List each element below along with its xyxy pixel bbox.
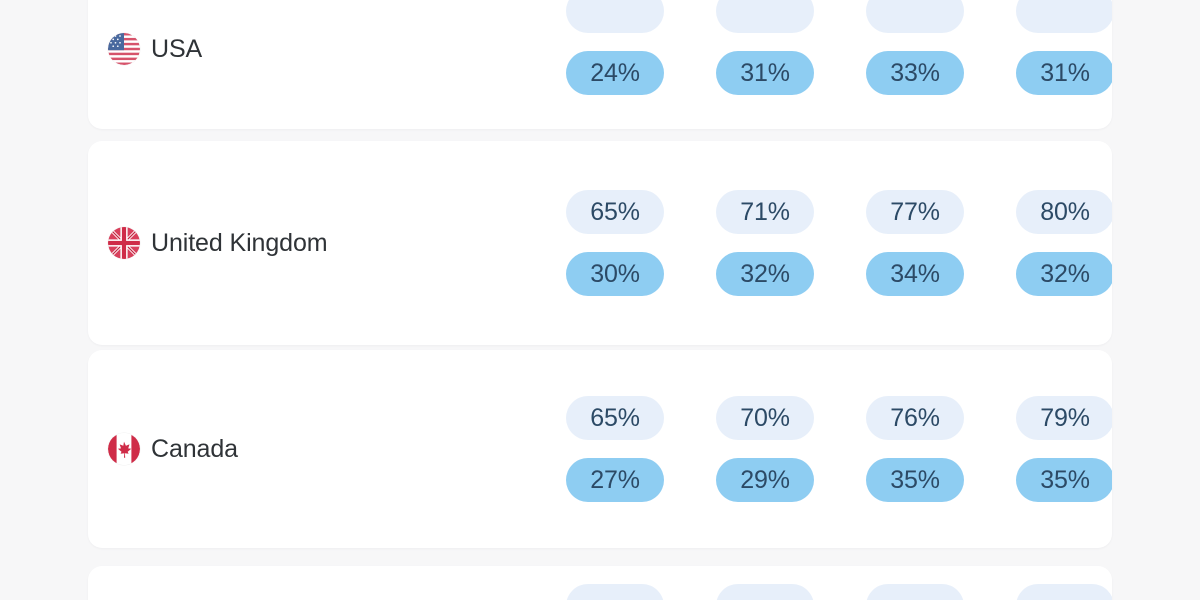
value-pill-upper[interactable] (1016, 0, 1112, 33)
value-pill-upper[interactable] (716, 584, 814, 600)
value-pill-upper[interactable]: 76% (866, 396, 964, 440)
country-label: Canada (151, 434, 238, 463)
value-pill-lower[interactable]: 33% (866, 51, 964, 95)
row-label-usa: USA (108, 33, 202, 65)
value-pill-upper[interactable]: 79% (1016, 396, 1112, 440)
value-pill-lower[interactable]: 29% (716, 458, 814, 502)
value-grid-canada: 65% 70% 76% 79% 27% 29% 35% 35% (540, 396, 1112, 502)
value-pill-lower[interactable]: 30% (566, 252, 664, 296)
value-pill-lower[interactable]: 31% (716, 51, 814, 95)
value-pill-upper[interactable] (566, 584, 664, 600)
value-pill-upper[interactable]: 77% (866, 190, 964, 234)
value-pill-upper[interactable] (1016, 584, 1112, 600)
value-pill-upper[interactable] (566, 0, 664, 33)
value-grid-united-kingdom: 65% 71% 77% 80% 30% 32% 34% 32% (540, 190, 1112, 296)
flag-usa-icon (108, 33, 140, 65)
row-label-united-kingdom: United Kingdom (108, 227, 328, 259)
value-pill-lower[interactable]: 34% (866, 252, 964, 296)
value-pill-lower[interactable]: 35% (866, 458, 964, 502)
table-row[interactable]: United Kingdom 65% 71% 77% 80% 30% 32% 3… (88, 141, 1112, 345)
value-pill-upper[interactable]: 65% (566, 190, 664, 234)
flag-uk-icon (108, 227, 140, 259)
value-pill-upper[interactable]: 71% (716, 190, 814, 234)
value-pill-upper[interactable] (716, 0, 814, 33)
table-row[interactable]: USA 24% 31% 33% 31% (88, 0, 1112, 129)
value-pill-lower[interactable]: 27% (566, 458, 664, 502)
country-label: United Kingdom (151, 228, 328, 257)
country-label: USA (151, 34, 203, 63)
value-pill-upper[interactable]: 80% (1016, 190, 1112, 234)
row-label-canada: Canada (108, 433, 238, 465)
value-pill-upper[interactable]: 65% (566, 396, 664, 440)
value-pill-upper[interactable]: 70% (716, 396, 814, 440)
table-row[interactable]: Canada 65% 70% 76% 79% 27% 29% 35% 35% (88, 350, 1112, 548)
table-row[interactable] (88, 566, 1112, 600)
value-pill-lower[interactable]: 31% (1016, 51, 1112, 95)
value-pill-lower[interactable]: 32% (716, 252, 814, 296)
value-pill-upper[interactable] (866, 584, 964, 600)
value-pill-lower[interactable]: 24% (566, 51, 664, 95)
value-grid-partial (540, 584, 1112, 600)
value-grid-usa: 24% 31% 33% 31% (540, 0, 1112, 95)
flag-canada-icon (108, 433, 140, 465)
value-pill-lower[interactable]: 35% (1016, 458, 1112, 502)
value-pill-upper[interactable] (866, 0, 964, 33)
value-pill-lower[interactable]: 32% (1016, 252, 1112, 296)
